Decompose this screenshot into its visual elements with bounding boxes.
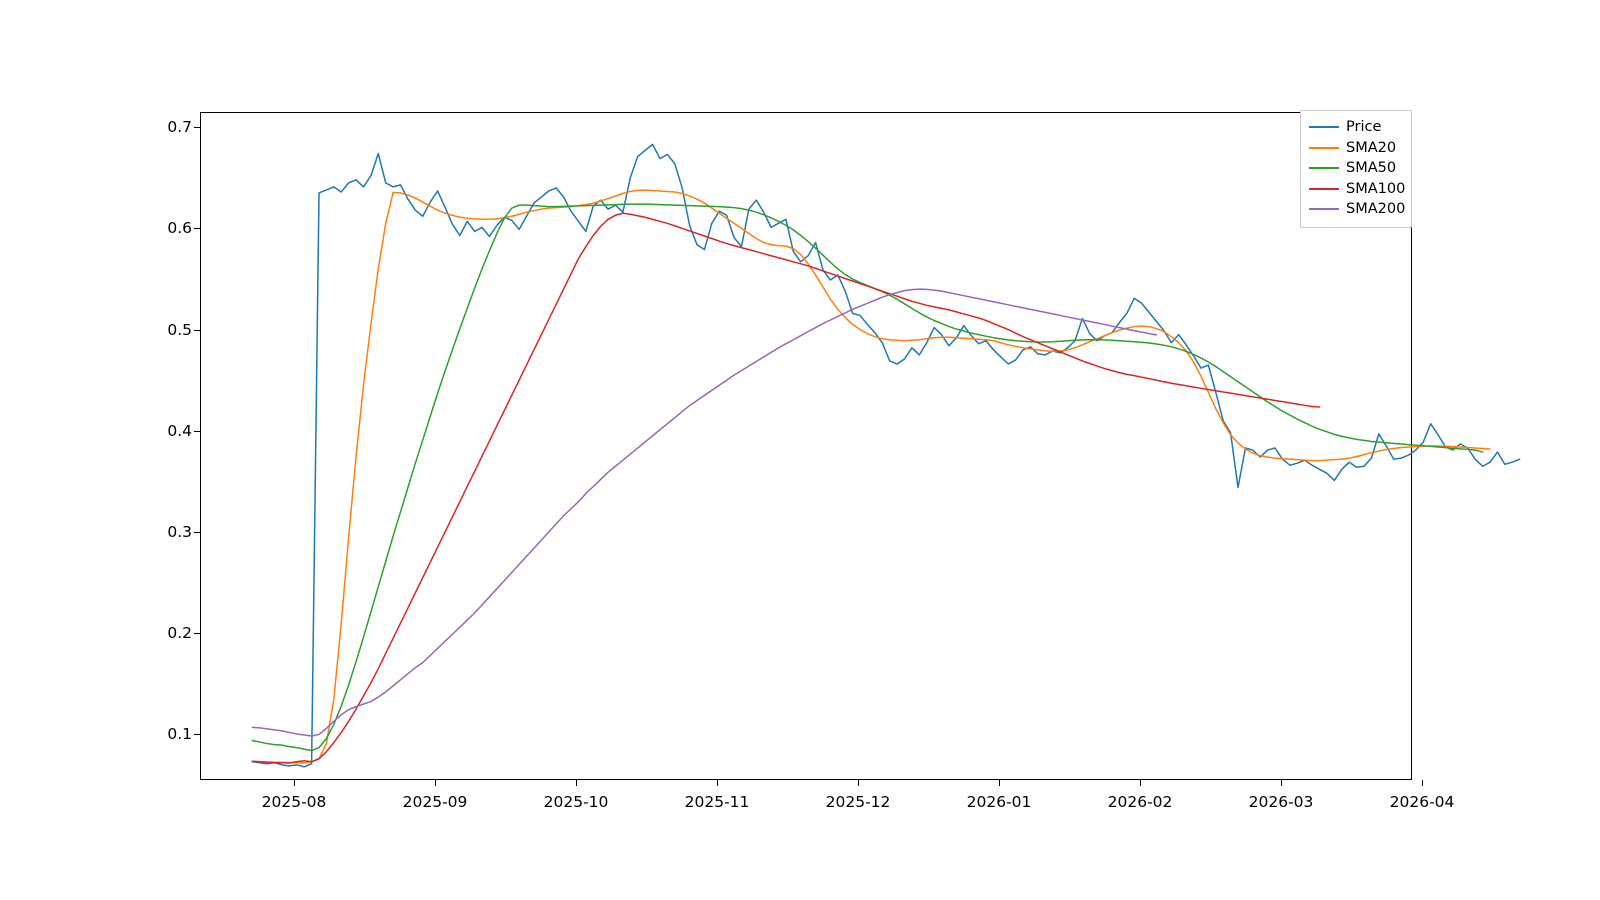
y-tick-label: 0.2 (167, 624, 192, 643)
y-tick-label: 0.3 (167, 523, 192, 542)
y-tick-label: 0.5 (167, 320, 192, 339)
legend-color-swatch (1309, 167, 1339, 170)
x-tick-mark (858, 780, 859, 786)
x-tick-label: 2025-10 (543, 793, 609, 811)
y-tick-mark (194, 228, 200, 230)
legend-item-sma100: SMA100 (1309, 179, 1406, 200)
line-chart-plot-area (251, 143, 1521, 768)
legend-item-sma50: SMA50 (1309, 158, 1403, 179)
x-tick-mark (717, 780, 718, 786)
legend-item-price: Price (1309, 117, 1403, 138)
y-tick-mark (194, 127, 200, 129)
x-tick-label: 2025-11 (684, 793, 750, 811)
x-tick-label: 2026-02 (1107, 793, 1173, 811)
y-tick-label: 0.7 (167, 118, 192, 137)
x-tick-mark (1140, 780, 1141, 786)
series-line-sma200 (251, 288, 1158, 737)
y-tick-mark (194, 430, 200, 432)
x-tick-mark (1281, 780, 1282, 786)
x-tick-label: 2026-03 (1248, 793, 1314, 811)
series-line-sma100 (251, 212, 1321, 764)
y-tick-label: 0.6 (167, 219, 192, 238)
series-line-sma20 (251, 189, 1491, 764)
x-tick-label: 2026-01 (966, 793, 1032, 811)
x-tick-label: 2025-12 (825, 793, 891, 811)
legend-item-sma200: SMA200 (1309, 199, 1406, 220)
legend-label: SMA20 (1346, 139, 1397, 156)
y-tick-mark (194, 329, 200, 331)
legend-color-swatch (1309, 146, 1339, 149)
x-tick-mark (999, 780, 1000, 786)
y-tick-label: 0.1 (167, 725, 192, 744)
y-tick-label: 0.4 (167, 421, 192, 440)
plot-axes-frame (200, 112, 1412, 780)
legend-item-sma20: SMA20 (1309, 138, 1403, 159)
chart-legend: Price SMA20 SMA50 SMA100 SMA200 (1300, 110, 1412, 228)
legend-color-swatch (1309, 208, 1339, 211)
legend-color-swatch (1309, 187, 1339, 190)
legend-label: SMA100 (1346, 180, 1406, 197)
legend-label: SMA50 (1346, 160, 1397, 176)
x-tick-label: 2026-04 (1389, 793, 1455, 811)
x-tick-mark (435, 780, 436, 786)
legend-color-swatch (1309, 126, 1339, 129)
x-tick-label: 2025-09 (402, 793, 468, 811)
x-tick-mark (576, 780, 577, 786)
x-tick-mark (1422, 780, 1423, 786)
x-tick-label: 2025-08 (261, 793, 327, 811)
legend-label: Price (1346, 119, 1382, 135)
y-tick-mark (194, 734, 200, 736)
x-tick-mark (294, 780, 295, 786)
series-line-price (251, 143, 1521, 768)
legend-label: SMA200 (1346, 201, 1406, 217)
legend-items: Price SMA20 SMA50 SMA100 SMA200 (1309, 117, 1406, 220)
y-tick-mark (194, 633, 200, 635)
y-tick-mark (194, 532, 200, 534)
